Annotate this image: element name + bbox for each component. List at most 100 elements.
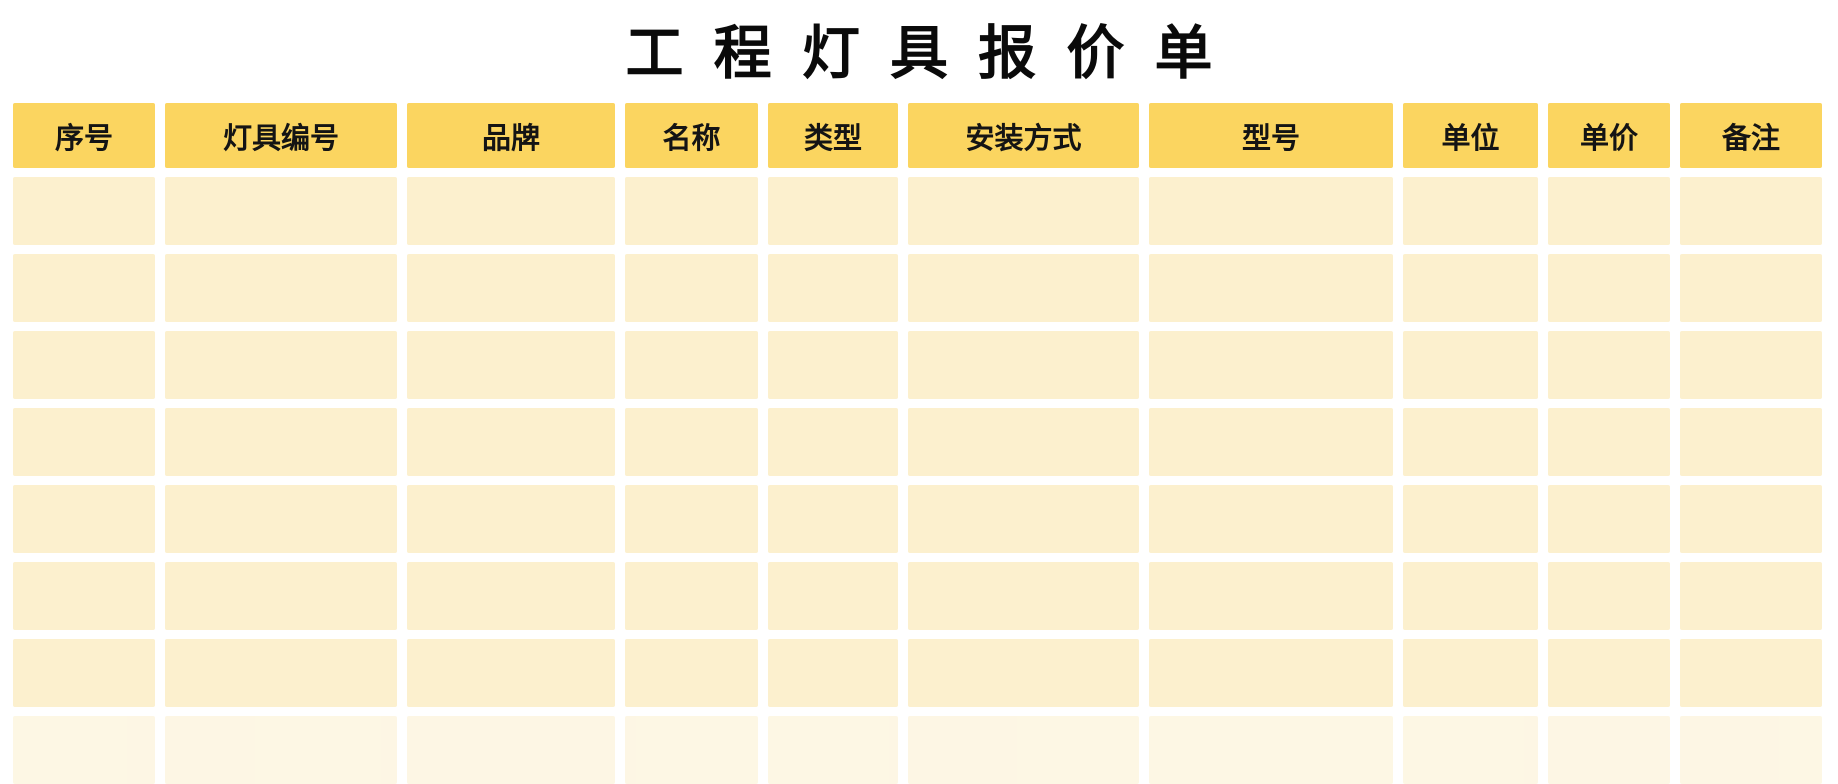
table-cell-installation-method[interactable] — [908, 485, 1139, 553]
table-cell-name[interactable] — [625, 639, 758, 707]
table-cell-model[interactable] — [1149, 639, 1393, 707]
table-cell-installation-method[interactable] — [908, 639, 1139, 707]
table-cell-type[interactable] — [768, 639, 898, 707]
table-cell-unit[interactable] — [1403, 485, 1538, 553]
table-cell-brand[interactable] — [407, 254, 615, 322]
table-cell-brand[interactable] — [407, 562, 615, 630]
table-cell-model[interactable] — [1149, 562, 1393, 630]
page-title: 工程灯具报价单 — [625, 21, 1243, 86]
table-cell-serial-number[interactable] — [13, 639, 155, 707]
table-cell-brand[interactable] — [407, 716, 615, 784]
table-row — [13, 639, 1823, 707]
table-cell-unit[interactable] — [1403, 408, 1538, 476]
table-cell-unit[interactable] — [1403, 331, 1538, 399]
header-cell-installation-method: 安装方式 — [908, 103, 1139, 168]
table-cell-type[interactable] — [768, 716, 898, 784]
table-cell-installation-method[interactable] — [908, 716, 1139, 784]
table-cell-installation-method[interactable] — [908, 331, 1139, 399]
table-cell-unit[interactable] — [1403, 716, 1538, 784]
table-cell-installation-method[interactable] — [908, 254, 1139, 322]
table-cell-model[interactable] — [1149, 254, 1393, 322]
table-cell-type[interactable] — [768, 177, 898, 245]
table-cell-installation-method[interactable] — [908, 408, 1139, 476]
table-cell-serial-number[interactable] — [13, 254, 155, 322]
table-cell-serial-number[interactable] — [13, 485, 155, 553]
table-cell-name[interactable] — [625, 562, 758, 630]
table-cell-fixture-number[interactable] — [165, 254, 397, 322]
table-cell-installation-method[interactable] — [908, 177, 1139, 245]
table-cell-brand[interactable] — [407, 408, 615, 476]
table-cell-unit-price[interactable] — [1548, 331, 1670, 399]
table-cell-remarks[interactable] — [1680, 562, 1822, 630]
table-cell-unit[interactable] — [1403, 177, 1538, 245]
table-cell-unit[interactable] — [1403, 254, 1538, 322]
table-cell-serial-number[interactable] — [13, 177, 155, 245]
table-cell-model[interactable] — [1149, 485, 1393, 553]
table-cell-unit-price[interactable] — [1548, 562, 1670, 630]
table-cell-remarks[interactable] — [1680, 485, 1822, 553]
header-cell-unit: 单位 — [1403, 103, 1538, 168]
table-cell-remarks[interactable] — [1680, 331, 1822, 399]
header-cell-model: 型号 — [1149, 103, 1393, 168]
table-cell-installation-method[interactable] — [908, 562, 1139, 630]
table-cell-fixture-number[interactable] — [165, 177, 397, 245]
table-cell-model[interactable] — [1149, 331, 1393, 399]
table-cell-type[interactable] — [768, 408, 898, 476]
table-row-partial — [13, 716, 1823, 784]
table-cell-type[interactable] — [768, 331, 898, 399]
table-cell-unit-price[interactable] — [1548, 639, 1670, 707]
table-cell-brand[interactable] — [407, 331, 615, 399]
header-cell-brand: 品牌 — [407, 103, 615, 168]
header-cell-serial-number: 序号 — [13, 103, 155, 168]
table-cell-serial-number[interactable] — [13, 331, 155, 399]
table-cell-type[interactable] — [768, 254, 898, 322]
table-cell-name[interactable] — [625, 716, 758, 784]
table-cell-brand[interactable] — [407, 485, 615, 553]
table-cell-fixture-number[interactable] — [165, 639, 397, 707]
table-cell-brand[interactable] — [407, 177, 615, 245]
header-cell-fixture-number: 灯具编号 — [165, 103, 397, 168]
table-cell-name[interactable] — [625, 254, 758, 322]
table-cell-serial-number[interactable] — [13, 716, 155, 784]
table-row — [13, 562, 1823, 630]
title-bar: 工程灯具报价单 — [0, 0, 1838, 96]
table-cell-fixture-number[interactable] — [165, 562, 397, 630]
table-cell-name[interactable] — [625, 331, 758, 399]
table-cell-name[interactable] — [625, 485, 758, 553]
table-header-row: 序号 灯具编号 品牌 名称 类型 安装方式 型号 单位 单价 备注 — [13, 103, 1823, 168]
table-cell-model[interactable] — [1149, 716, 1393, 784]
table-cell-name[interactable] — [625, 177, 758, 245]
table-cell-unit-price[interactable] — [1548, 177, 1670, 245]
table-cell-remarks[interactable] — [1680, 408, 1822, 476]
table-cell-unit-price[interactable] — [1548, 485, 1670, 553]
table-cell-brand[interactable] — [407, 639, 615, 707]
table-row — [13, 177, 1823, 245]
table-cell-type[interactable] — [768, 485, 898, 553]
table-cell-unit-price[interactable] — [1548, 254, 1670, 322]
table-cell-fixture-number[interactable] — [165, 408, 397, 476]
table-cell-unit-price[interactable] — [1548, 716, 1670, 784]
table-cell-fixture-number[interactable] — [165, 331, 397, 399]
table-cell-type[interactable] — [768, 562, 898, 630]
table-cell-model[interactable] — [1149, 408, 1393, 476]
table-cell-fixture-number[interactable] — [165, 716, 397, 784]
table-cell-unit[interactable] — [1403, 562, 1538, 630]
table-cell-unit[interactable] — [1403, 639, 1538, 707]
header-cell-type: 类型 — [768, 103, 898, 168]
table-cell-unit-price[interactable] — [1548, 408, 1670, 476]
table-row — [13, 331, 1823, 399]
table-row — [13, 408, 1823, 476]
table-cell-name[interactable] — [625, 408, 758, 476]
table-row — [13, 485, 1823, 553]
table-cell-remarks[interactable] — [1680, 639, 1822, 707]
table-cell-serial-number[interactable] — [13, 562, 155, 630]
table-cell-serial-number[interactable] — [13, 408, 155, 476]
table-cell-model[interactable] — [1149, 177, 1393, 245]
table-cell-fixture-number[interactable] — [165, 485, 397, 553]
quotation-table: 序号 灯具编号 品牌 名称 类型 安装方式 型号 单位 单价 备注 — [13, 103, 1823, 784]
table-body — [13, 177, 1823, 784]
table-cell-remarks[interactable] — [1680, 716, 1822, 784]
table-cell-remarks[interactable] — [1680, 254, 1822, 322]
table-cell-remarks[interactable] — [1680, 177, 1822, 245]
table-row — [13, 254, 1823, 322]
